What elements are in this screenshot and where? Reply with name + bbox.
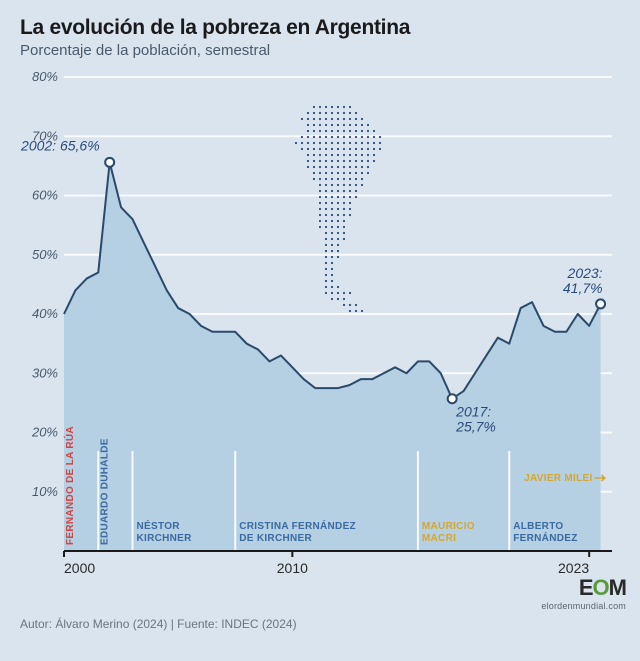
svg-text:60%: 60% — [32, 188, 58, 203]
svg-text:20%: 20% — [31, 425, 58, 440]
source-line: Autor: Álvaro Merino (2024) | Fuente: IN… — [20, 617, 620, 631]
svg-text:41,7%: 41,7% — [563, 280, 603, 296]
svg-text:30%: 30% — [32, 365, 58, 380]
svg-text:FERNANDO DE LA RÚA: FERNANDO DE LA RÚA — [63, 426, 76, 545]
svg-text:DE KIRCHNER: DE KIRCHNER — [239, 533, 312, 544]
svg-text:JAVIER MILEI: JAVIER MILEI — [524, 473, 592, 484]
svg-text:40%: 40% — [32, 306, 58, 321]
svg-text:2002: 65,6%: 2002: 65,6% — [20, 137, 100, 153]
logo-text: EOM — [541, 575, 626, 601]
logo-subtext: elordenmundial.com — [541, 601, 626, 611]
svg-text:ALBERTO: ALBERTO — [513, 521, 563, 532]
svg-text:80%: 80% — [32, 69, 58, 84]
chart-title: La evolución de la pobreza en Argentina — [20, 16, 620, 40]
svg-text:25,7%: 25,7% — [455, 419, 496, 435]
svg-text:MAURICIO: MAURICIO — [422, 521, 475, 532]
svg-text:2010: 2010 — [277, 560, 308, 576]
chart-subtitle: Porcentaje de la población, semestral — [20, 42, 620, 59]
svg-text:50%: 50% — [32, 247, 58, 262]
svg-text:NÉSTOR: NÉSTOR — [137, 519, 181, 532]
svg-text:2017:: 2017: — [455, 404, 491, 420]
svg-text:10%: 10% — [32, 484, 58, 499]
svg-text:FERNÁNDEZ: FERNÁNDEZ — [513, 531, 577, 544]
svg-text:EDUARDO DUHALDE: EDUARDO DUHALDE — [99, 438, 110, 545]
publisher-logo: EOM elordenmundial.com — [541, 575, 626, 611]
svg-text:2023: 2023 — [558, 560, 589, 576]
argentina-silhouette — [295, 106, 381, 312]
chart-area: 10%20%30%40%50%60%70%80%FERNANDO DE LA R… — [20, 67, 620, 587]
svg-text:2000: 2000 — [64, 560, 95, 576]
svg-text:CRISTINA FERNÁNDEZ: CRISTINA FERNÁNDEZ — [239, 519, 356, 532]
svg-text:MACRI: MACRI — [422, 533, 456, 544]
svg-text:2023:: 2023: — [567, 265, 603, 281]
svg-text:KIRCHNER: KIRCHNER — [137, 533, 193, 544]
poverty-chart: 10%20%30%40%50%60%70%80%FERNANDO DE LA R… — [20, 67, 620, 587]
